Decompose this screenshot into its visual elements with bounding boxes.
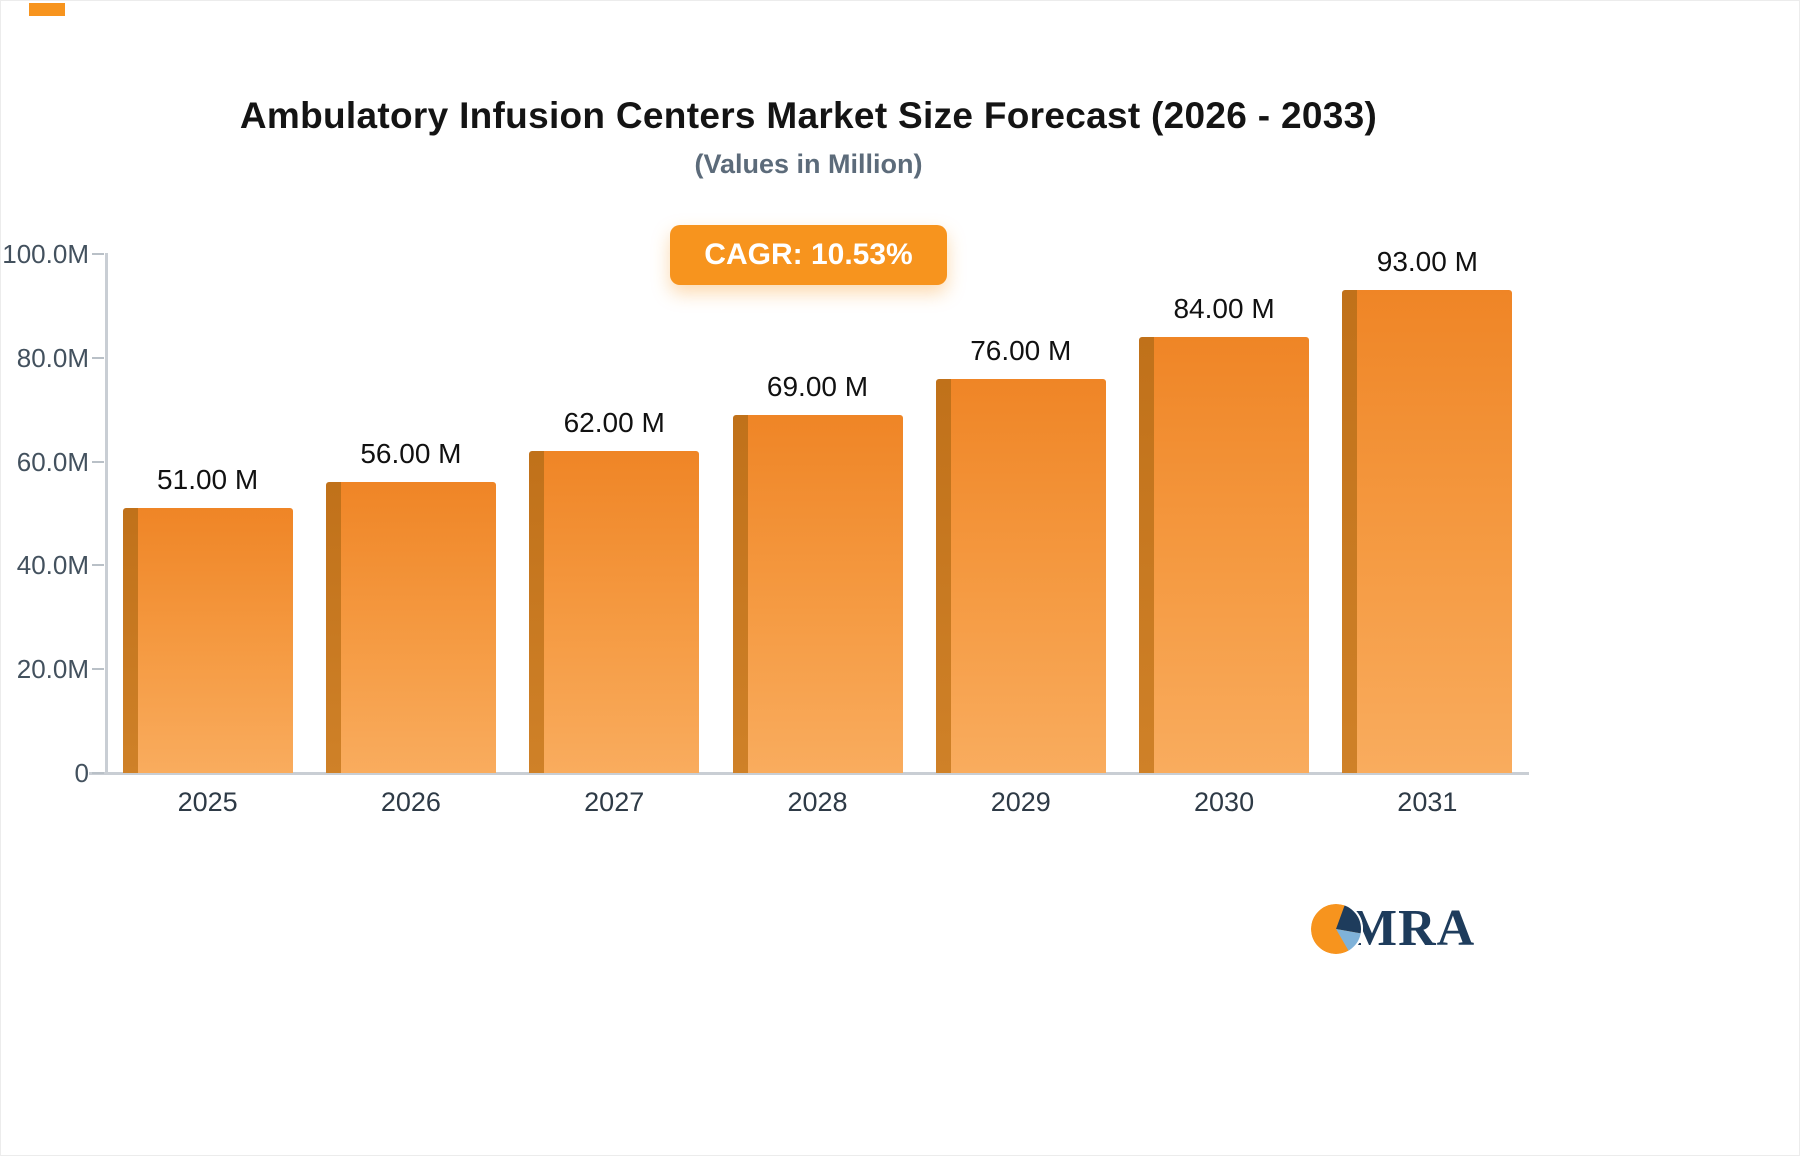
bar-side-shade [732,414,748,773]
bar-face [544,451,700,773]
y-axis-tick-label: 80.0M [16,342,89,373]
bar-2026 [325,482,496,773]
mra-logo: MRA [1307,897,1475,961]
bar-face [1357,290,1513,773]
bar-2028 [732,414,903,773]
y-axis-tick-mark [92,564,104,567]
bar-value-label: 51.00 M [157,464,259,496]
y-axis-tick-mark [92,356,104,359]
chart-subtitle: (Values in Million) [694,149,923,179]
mra-logo-pie-icon [1309,902,1363,956]
bar-2027 [529,451,700,773]
bar-side-shade [1342,290,1358,773]
x-axis-baseline [89,772,1529,775]
x-axis-tick-label: 2026 [380,787,441,817]
bar-value-label: 93.00 M [1376,246,1478,278]
y-axis-tick-label: 40.0M [16,550,89,581]
x-axis-tick-label: 2029 [990,787,1051,817]
x-axis-tick-label: 2027 [584,787,645,817]
x-axis-tick-label: 2030 [1194,787,1255,817]
bar-2030 [1139,337,1310,773]
cagr-badge: CAGR: 10.53% [670,225,947,285]
x-axis-tick-label: 2028 [787,787,848,817]
y-axis-tick-label: 60.0M [16,446,89,477]
y-axis-tick-mark [92,668,104,671]
bar-value-label: 62.00 M [563,407,665,439]
bar-face [137,508,293,773]
y-axis-tick-label: 100.0M [2,239,89,269]
bar-2025 [122,508,293,773]
y-axis-tick-mark [92,772,104,774]
y-axis-tick-label: 0 [74,758,89,788]
bar-side-shade [122,508,138,773]
top-left-accent-mark [29,3,65,16]
bar-side-shade [1139,337,1155,773]
bar-face [1154,337,1310,773]
bar-value-label: 84.00 M [1173,293,1275,325]
bar-value-label: 76.00 M [970,334,1072,366]
bar-side-shade [529,451,545,773]
bar-value-label: 69.00 M [766,370,869,402]
y-axis-tick-label: 20.0M [16,654,89,685]
bar-face [747,414,903,773]
bar-side-shade [935,378,951,773]
bar-face [340,482,496,773]
cagr-badge-row: CAGR: 10.53% [1,225,1616,285]
bar-face [950,378,1106,773]
bar-side-shade [325,482,341,773]
x-axis-tick-label: 2031 [1397,787,1458,817]
chart-title: Ambulatory Infusion Centers Market Size … [239,95,1378,136]
x-axis-tick-label: 2025 [177,787,238,817]
bar-2031 [1342,290,1513,773]
mra-logo-text: MRA [1348,900,1476,957]
y-axis-line [105,253,108,774]
y-axis-tick-mark [92,460,104,463]
bar-value-label: 56.00 M [360,438,462,470]
y-axis-tick-mark [92,253,104,255]
bar-2029 [935,378,1106,773]
